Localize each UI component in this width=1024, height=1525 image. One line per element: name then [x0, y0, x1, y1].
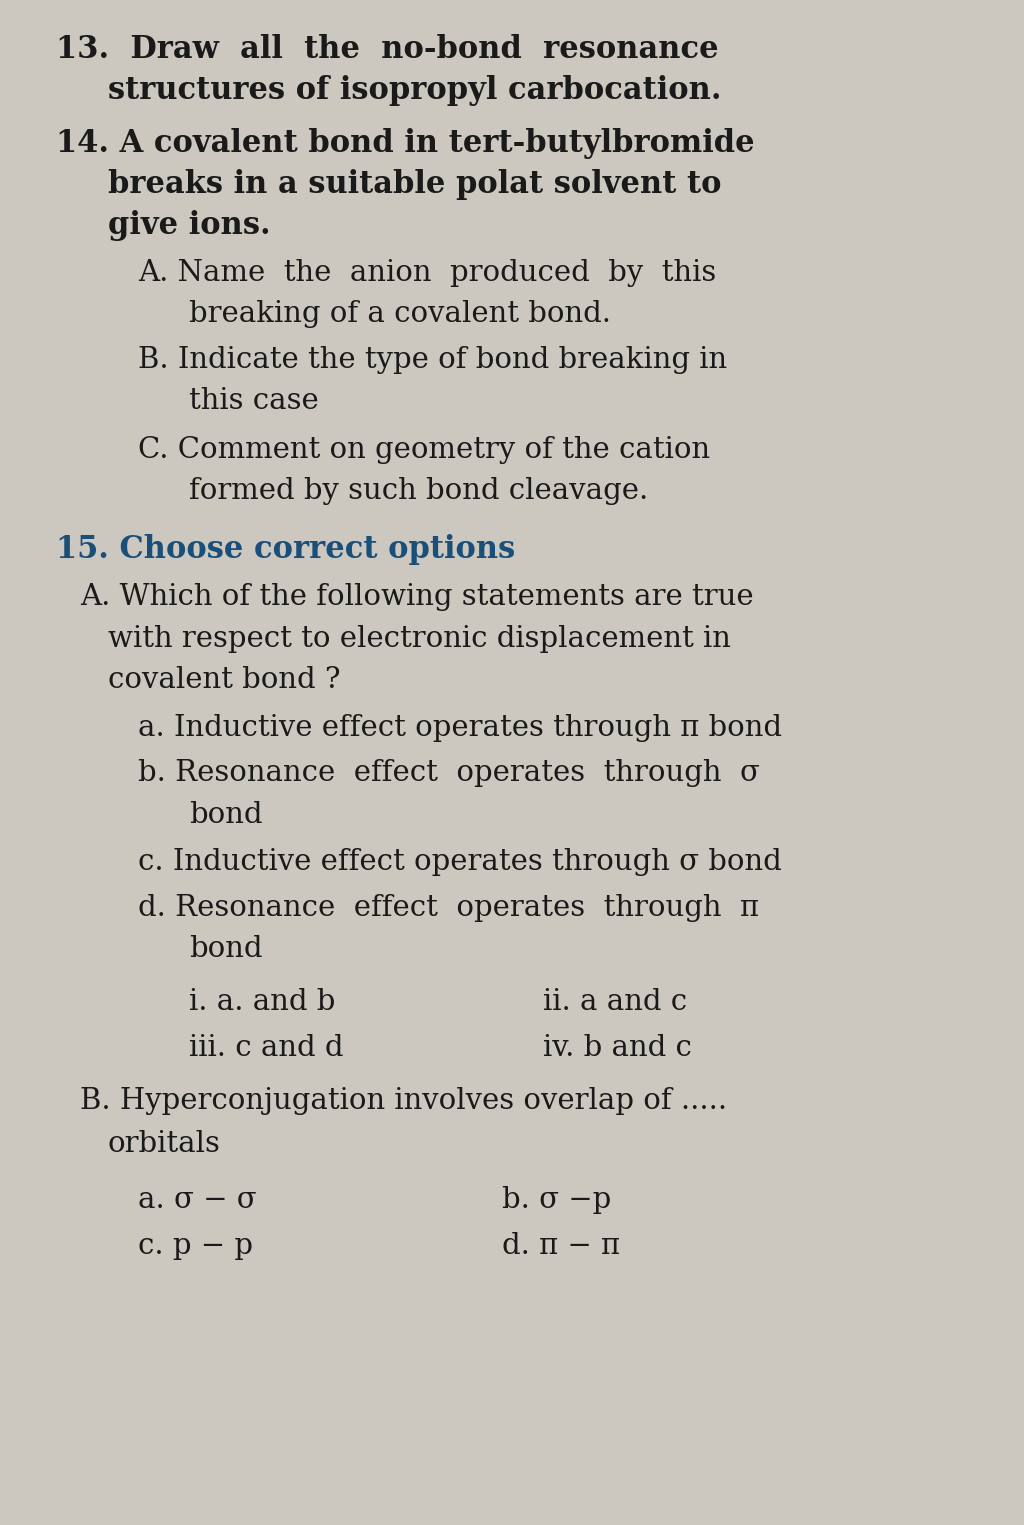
Text: d. π − π: d. π − π [502, 1232, 620, 1260]
Text: covalent bond ?: covalent bond ? [108, 666, 340, 694]
Text: C. Comment on geometry of the cation: C. Comment on geometry of the cation [138, 436, 711, 464]
Text: c. Inductive effect operates through σ bond: c. Inductive effect operates through σ b… [138, 848, 782, 875]
Text: 15. Choose correct options: 15. Choose correct options [56, 534, 515, 564]
Text: a. Inductive effect operates through π bond: a. Inductive effect operates through π b… [138, 714, 782, 741]
Text: B. Indicate the type of bond breaking in: B. Indicate the type of bond breaking in [138, 346, 727, 374]
Text: 13.  Draw  all  the  no-bond  resonance: 13. Draw all the no-bond resonance [56, 34, 719, 64]
Text: structures of isopropyl carbocation.: structures of isopropyl carbocation. [108, 75, 721, 105]
Text: b. σ −p: b. σ −p [502, 1186, 611, 1214]
Text: d. Resonance  effect  operates  through  π: d. Resonance effect operates through π [138, 894, 759, 921]
Text: breaking of a covalent bond.: breaking of a covalent bond. [189, 300, 611, 328]
Text: c. p − p: c. p − p [138, 1232, 253, 1260]
Text: A. Name  the  anion  produced  by  this: A. Name the anion produced by this [138, 259, 717, 287]
Text: this case: this case [189, 387, 319, 415]
Text: formed by such bond cleavage.: formed by such bond cleavage. [189, 477, 648, 505]
Text: B. Hyperconjugation involves overlap of .....: B. Hyperconjugation involves overlap of … [80, 1087, 727, 1115]
Text: breaks in a suitable polat solvent to: breaks in a suitable polat solvent to [108, 169, 721, 200]
Text: A. Which of the following statements are true: A. Which of the following statements are… [80, 583, 754, 610]
Text: bond: bond [189, 801, 263, 828]
Text: give ions.: give ions. [108, 210, 270, 241]
Text: iv. b and c: iv. b and c [543, 1034, 691, 1061]
Text: 14. A covalent bond in tert-butylbromide: 14. A covalent bond in tert-butylbromide [56, 128, 755, 159]
Text: iii. c and d: iii. c and d [189, 1034, 344, 1061]
Text: ii. a and c: ii. a and c [543, 988, 687, 1016]
Text: i. a. and b: i. a. and b [189, 988, 336, 1016]
Text: orbitals: orbitals [108, 1130, 220, 1157]
Text: bond: bond [189, 935, 263, 962]
Text: a. σ − σ: a. σ − σ [138, 1186, 257, 1214]
Text: b. Resonance  effect  operates  through  σ: b. Resonance effect operates through σ [138, 759, 760, 787]
Text: with respect to electronic displacement in: with respect to electronic displacement … [108, 625, 730, 653]
